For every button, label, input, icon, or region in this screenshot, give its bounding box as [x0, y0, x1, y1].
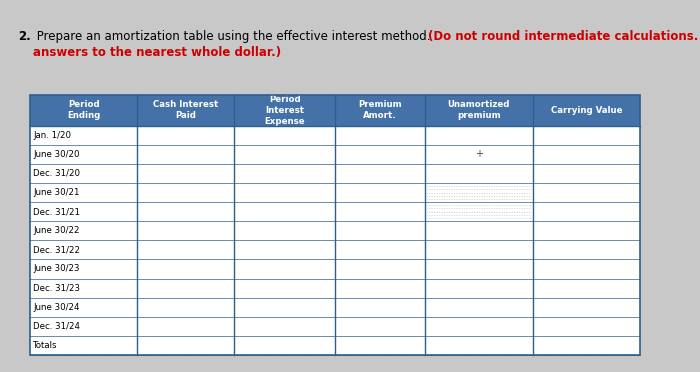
Bar: [30, 95, 640, 126]
Bar: [30, 202, 640, 221]
Bar: [30, 240, 640, 259]
Text: June 30/23: June 30/23: [33, 264, 80, 273]
Text: Dec. 31/22: Dec. 31/22: [33, 246, 80, 254]
Bar: [30, 221, 640, 240]
Text: Unamortized
premium: Unamortized premium: [447, 100, 510, 121]
Text: Dec. 31/21: Dec. 31/21: [33, 207, 80, 216]
Text: +: +: [475, 149, 483, 159]
Text: Jan. 1/20: Jan. 1/20: [33, 131, 71, 140]
Text: answers to the nearest whole dollar.): answers to the nearest whole dollar.): [33, 46, 281, 59]
Bar: [30, 279, 640, 298]
Bar: [30, 95, 640, 355]
Text: Premium
Amort.: Premium Amort.: [358, 100, 402, 121]
Text: Cash Interest
Paid: Cash Interest Paid: [153, 100, 218, 121]
Text: June 30/21: June 30/21: [33, 188, 80, 197]
Text: June 30/22: June 30/22: [33, 226, 80, 235]
Bar: [30, 164, 640, 183]
Bar: [30, 336, 640, 355]
Text: Period
Ending: Period Ending: [67, 100, 100, 121]
Text: 2.: 2.: [18, 30, 31, 43]
Text: June 30/20: June 30/20: [33, 150, 80, 159]
Text: Carrying Value: Carrying Value: [550, 106, 622, 115]
Text: (Do not round intermediate calculations. Round the final: (Do not round intermediate calculations.…: [428, 30, 700, 43]
Text: Totals: Totals: [33, 341, 57, 350]
Text: June 30/24: June 30/24: [33, 303, 80, 312]
Text: Dec. 31/23: Dec. 31/23: [33, 283, 80, 293]
Bar: [30, 298, 640, 317]
Bar: [30, 317, 640, 336]
Bar: [30, 183, 640, 202]
Text: Period
Interest
Expense: Period Interest Expense: [265, 95, 305, 126]
Text: Dec. 31/24: Dec. 31/24: [33, 322, 80, 331]
Bar: [30, 145, 640, 164]
Bar: [30, 126, 640, 145]
Text: Dec. 31/20: Dec. 31/20: [33, 169, 80, 178]
Text: Prepare an amortization table using the effective interest method.: Prepare an amortization table using the …: [33, 30, 434, 43]
Bar: [30, 259, 640, 279]
